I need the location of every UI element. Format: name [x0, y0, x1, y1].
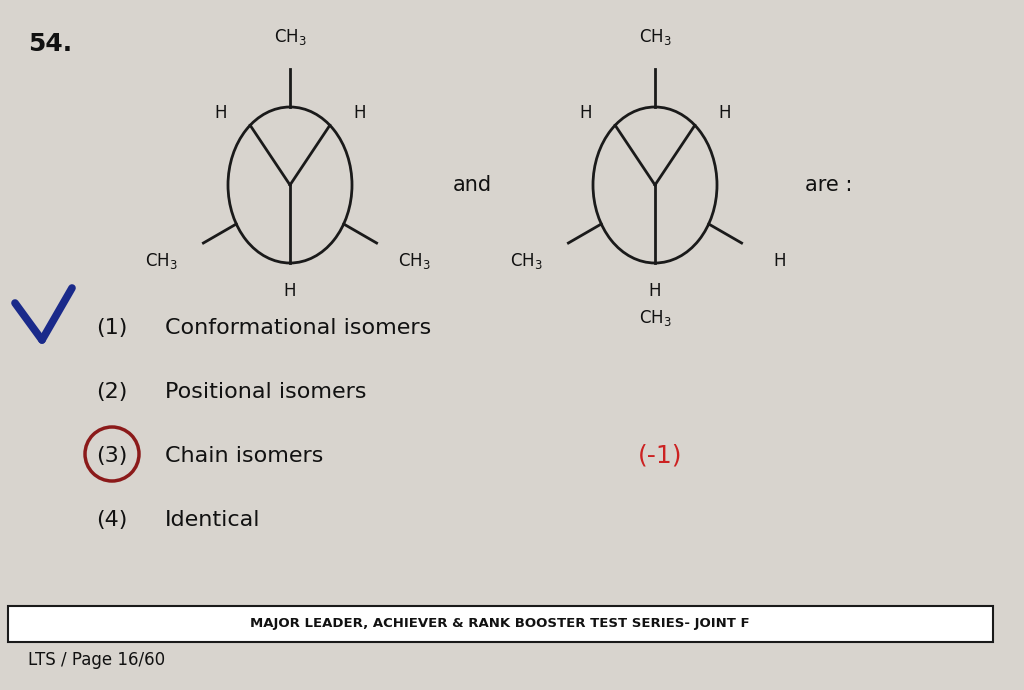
- Bar: [8, 606, 993, 642]
- Text: Conformational isomers: Conformational isomers: [165, 318, 431, 338]
- Text: CH$_3$: CH$_3$: [639, 308, 672, 328]
- Text: Positional isomers: Positional isomers: [165, 382, 367, 402]
- Text: Identical: Identical: [165, 510, 260, 530]
- Text: LTS / Page 16/60: LTS / Page 16/60: [28, 651, 165, 669]
- Text: CH$_3$: CH$_3$: [510, 251, 543, 271]
- Text: CH$_3$: CH$_3$: [639, 27, 672, 47]
- Text: CH$_3$: CH$_3$: [145, 251, 178, 271]
- Text: (-1): (-1): [638, 444, 682, 468]
- Text: (4): (4): [96, 510, 128, 530]
- Text: and: and: [453, 175, 492, 195]
- Text: H: H: [719, 104, 731, 122]
- Text: CH$_3$: CH$_3$: [398, 251, 431, 271]
- Text: (1): (1): [96, 318, 128, 338]
- Text: H: H: [579, 104, 592, 122]
- Text: H: H: [773, 252, 785, 270]
- Text: H: H: [649, 282, 662, 300]
- Text: CH$_3$: CH$_3$: [273, 27, 306, 47]
- Text: (2): (2): [96, 382, 128, 402]
- Text: 54.: 54.: [28, 32, 72, 56]
- Text: H: H: [214, 104, 226, 122]
- Text: (3): (3): [96, 446, 128, 466]
- Text: H: H: [284, 282, 296, 300]
- Text: are :: are :: [805, 175, 852, 195]
- Text: MAJOR LEADER, ACHIEVER & RANK BOOSTER TEST SERIES- JOINT F: MAJOR LEADER, ACHIEVER & RANK BOOSTER TE…: [250, 618, 750, 631]
- Text: Chain isomers: Chain isomers: [165, 446, 324, 466]
- Text: H: H: [353, 104, 367, 122]
